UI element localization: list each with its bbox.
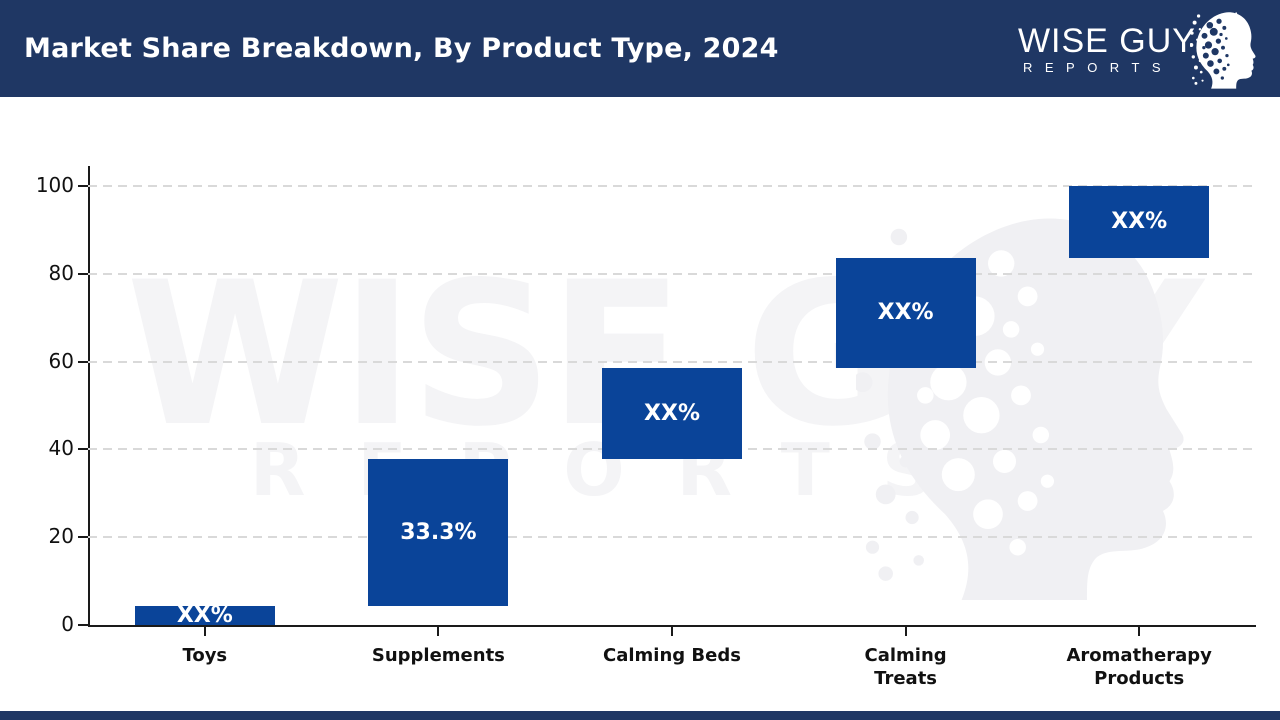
bar-calming-treats: XX% <box>835 257 976 368</box>
plot-area: 0 20 40 60 80 100 XX% Toys 33.3% Supplements XX% Ca… <box>36 166 1256 689</box>
wiseguy-head-icon <box>1190 11 1256 89</box>
bar-value-label: XX% <box>877 300 934 326</box>
bar-aromatherapy-products: XX% <box>1069 186 1210 258</box>
y-tick-mark <box>78 624 88 626</box>
y-tick-label: 80 <box>48 260 74 285</box>
gridline-y20 <box>88 536 1256 539</box>
logo-subtext: REPORTS <box>1022 59 1174 75</box>
x-tick-mark <box>203 627 206 636</box>
y-tick-label: 40 <box>48 436 74 461</box>
logo-wordmark: WISE GUY <box>1017 21 1196 60</box>
x-tick-mark <box>671 627 673 636</box>
header: Market Share Breakdown, By Product Type,… <box>0 0 1280 97</box>
gridline-y60 <box>88 360 1256 363</box>
x-axis-line <box>88 625 1256 627</box>
x-category-label: Aromatherapy Products <box>1066 645 1212 690</box>
gridline-y80 <box>88 272 1256 275</box>
watermark-subtext: REPORTS <box>250 428 986 512</box>
gridline-y100 <box>88 185 1256 187</box>
x-tick-mark <box>1138 627 1141 636</box>
footer-bar <box>0 711 1280 720</box>
y-tick-mark <box>78 448 88 451</box>
y-tick-mark <box>78 360 88 363</box>
bar-value-label: XX% <box>1111 209 1168 235</box>
chart-title: Market Share Breakdown, By Product Type,… <box>24 33 779 64</box>
y-tick-label: 60 <box>48 348 74 373</box>
x-tick-mark <box>904 627 907 636</box>
bar-toys: XX% <box>134 602 275 628</box>
wiseguy-logo: WISE GUY REPORTS <box>1018 8 1256 90</box>
x-category-label: Toys <box>182 645 228 666</box>
y-axis-line <box>88 166 90 627</box>
bar-calming-beds: XX% <box>602 367 742 460</box>
x-category-label: Calming Beds <box>603 645 741 666</box>
y-tick-mark <box>78 272 88 275</box>
y-tick-label: 0 <box>61 612 74 636</box>
y-tick-mark <box>78 536 88 539</box>
x-tick-mark <box>437 627 440 636</box>
x-category-label: Calming Treats <box>864 645 947 690</box>
y-tick-mark <box>78 185 88 187</box>
y-tick-label: 100 <box>35 173 74 197</box>
bar-value-label: XX% <box>176 602 233 628</box>
bar-value-label: XX% <box>644 401 700 427</box>
y-tick-label: 20 <box>48 524 74 549</box>
bar-supplements: 33.3% <box>368 459 509 606</box>
bar-value-label: 33.3% <box>400 520 477 546</box>
x-category-label: Supplements <box>371 645 505 666</box>
